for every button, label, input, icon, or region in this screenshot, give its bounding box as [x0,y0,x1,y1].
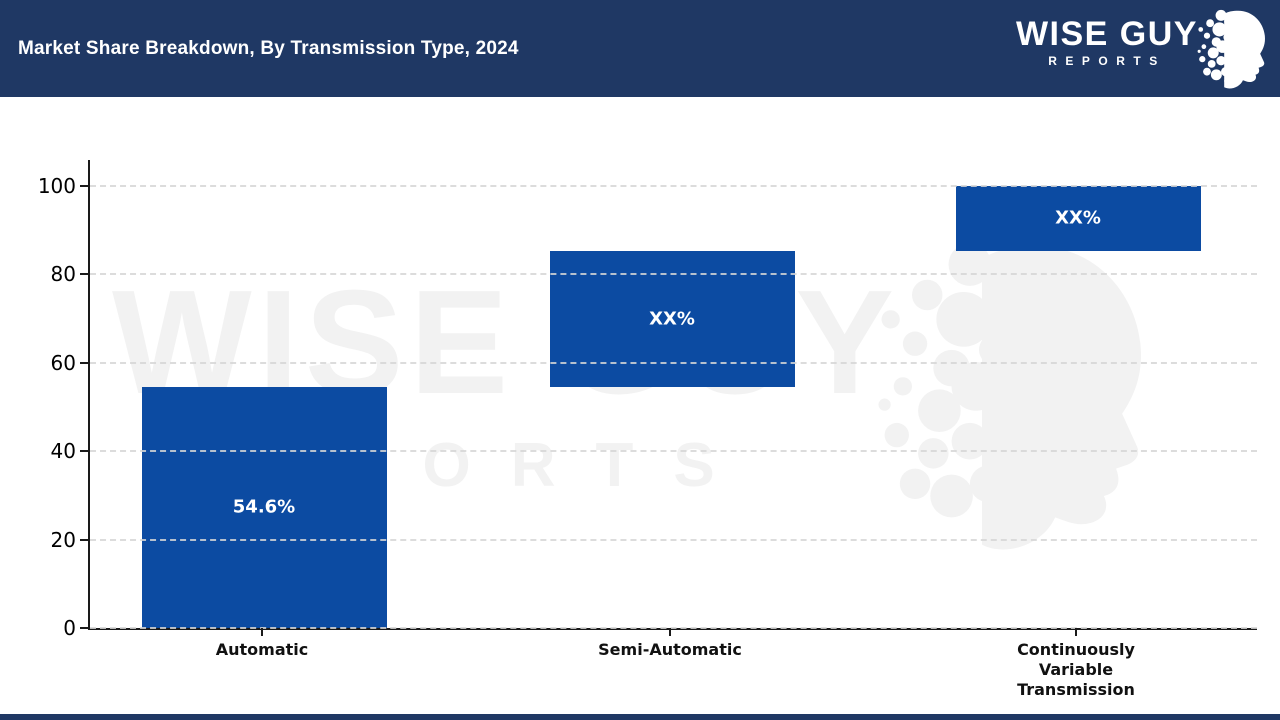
bar-segment [955,186,1201,251]
x-tick-mark [669,628,671,636]
chart: 54.6% XX% XX% 0 20 40 60 80 100 Automatic Semi-Au… [0,97,1280,714]
bar-value-label: XX% [1055,207,1101,229]
bar-segment [549,250,795,387]
y-tick-label: 100 [37,174,76,198]
x-category-label: Continuously Variable Transmission [1017,640,1135,699]
header-bar: Market Share Breakdown, By Transmission … [0,0,1280,97]
y-tick-label: 20 [50,527,76,552]
plot-area: 54.6% XX% XX% [88,160,1257,630]
x-tick-mark [1075,628,1077,636]
y-tick-mark [80,273,88,276]
y-tick-label: 80 [50,262,76,287]
gridline [90,450,1257,453]
dotted-head-icon [1197,9,1265,89]
y-tick-mark [80,627,88,629]
logo-subtitle: REPORTS [1048,54,1166,68]
x-tick-mark [261,628,263,636]
y-tick-mark [80,450,88,453]
y-tick-label: 60 [50,350,76,375]
bar-value-label: 54.6% [232,496,296,518]
logo-text: WISE GUY REPORTS [1016,16,1198,68]
y-tick-label: 0 [63,616,76,640]
gridline [90,185,1257,187]
footer-bar [0,714,1280,720]
bar-segment [141,386,387,628]
y-tick-mark [80,538,88,541]
y-tick-label: 40 [50,439,76,464]
gridline [90,361,1257,364]
gridline [90,538,1257,541]
y-tick-mark [80,185,88,187]
page-title: Market Share Breakdown, By Transmission … [18,37,519,59]
x-category-label: Semi-Automatic [598,640,742,659]
x-category-label: Automatic [215,640,309,659]
wise-guy-reports-logo: WISE GUY REPORTS [1016,0,1270,97]
gridline [90,627,1257,629]
gridline [90,273,1257,276]
bar-value-label: XX% [649,308,695,330]
logo-wordmark: WISE GUY [1015,15,1198,53]
y-tick-mark [80,361,88,364]
